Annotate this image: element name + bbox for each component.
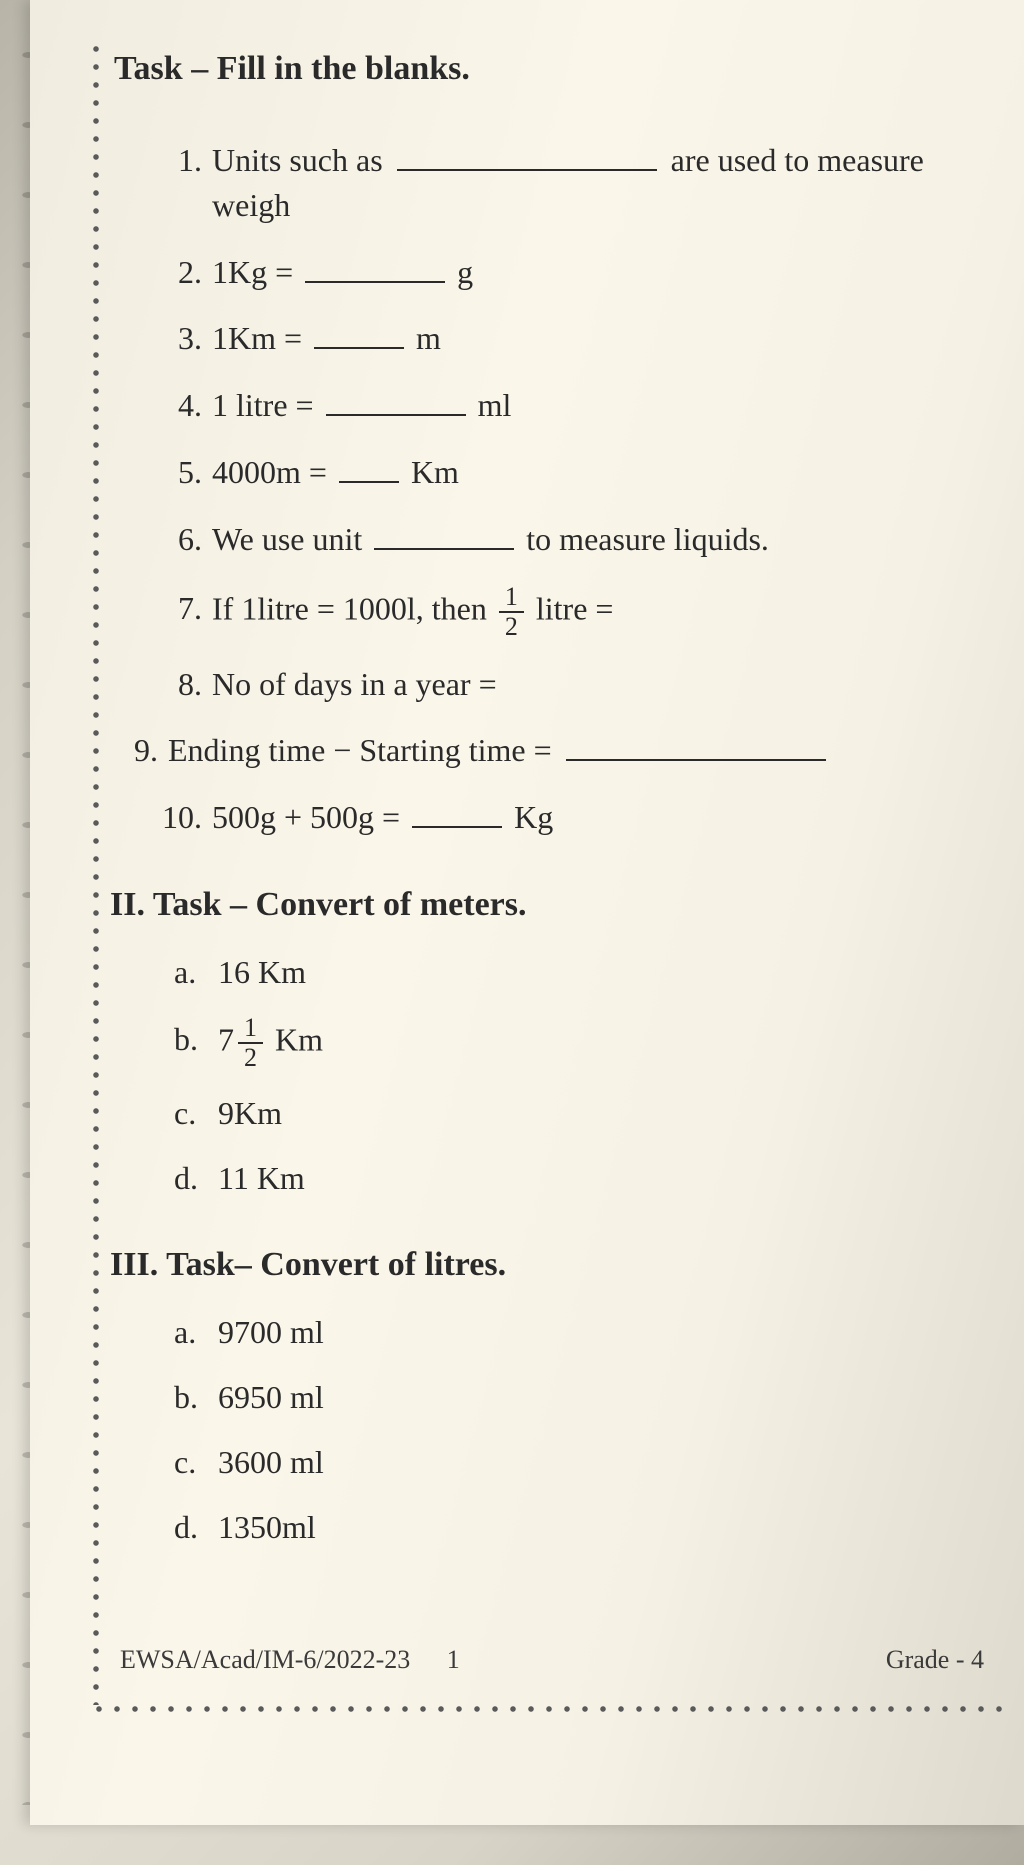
fill-blank[interactable]: [397, 139, 657, 171]
option-item: b.712 Km: [174, 1015, 1004, 1071]
option-text: 712 Km: [218, 1015, 323, 1071]
footer-left: EWSA/Acad/IM-6/2022-23 1: [120, 1645, 460, 1675]
question-item: 5.4000m = Km: [154, 450, 1004, 495]
question-item: 2.1Kg = g: [154, 250, 1004, 295]
option-text: 6950 ml: [218, 1375, 324, 1420]
question-item: 9.Ending time − Starting time =: [110, 728, 1004, 773]
task1-title: Task – Fill in the blanks.: [114, 50, 1004, 88]
option-text: 11 Km: [218, 1156, 305, 1201]
question-text: 1 litre = ml: [212, 383, 1004, 428]
task3-options: a.9700 mlb.6950 mlc.3600 mld.1350ml: [174, 1310, 1004, 1549]
fraction: 12: [499, 584, 524, 640]
question-number: 9.: [110, 728, 158, 773]
question-text: 1Km = m: [212, 316, 1004, 361]
fill-blank[interactable]: [326, 384, 466, 416]
question-text: Units such as are used to measure weigh: [212, 138, 1004, 228]
question-item: 10.500g + 500g = Kg: [154, 795, 1004, 840]
fraction: 12: [238, 1015, 263, 1071]
task2-options: a.16 Kmb.712 Kmc.9Kmd.11 Km: [174, 950, 1004, 1200]
fill-blank[interactable]: [314, 317, 404, 349]
task3-title: III. Task– Convert of litres.: [110, 1246, 1004, 1284]
question-text: 500g + 500g = Kg: [212, 795, 1004, 840]
worksheet-paper: Task – Fill in the blanks. 1.Units such …: [30, 0, 1024, 1825]
option-letter: c.: [174, 1091, 218, 1136]
option-text: 3600 ml: [218, 1440, 324, 1485]
task2-title: II. Task – Convert of meters.: [110, 886, 1004, 924]
task1-questions: 1.Units such as are used to measure weig…: [154, 138, 1004, 840]
dotted-border-left: [90, 40, 102, 1705]
option-item: a.9700 ml: [174, 1310, 1004, 1355]
fill-blank[interactable]: [412, 796, 502, 828]
question-number: 1.: [154, 138, 202, 183]
footer-page: 1: [447, 1645, 460, 1674]
option-letter: b.: [174, 1375, 218, 1420]
option-text: 9Km: [218, 1091, 282, 1136]
footer-ref: EWSA/Acad/IM-6/2022-23: [120, 1645, 410, 1674]
question-item: 7.If 1litre = 1000l, then 12 litre =: [154, 584, 1004, 640]
footer-grade: Grade - 4: [886, 1645, 984, 1675]
option-letter: a.: [174, 1310, 218, 1355]
fill-blank[interactable]: [305, 251, 445, 283]
question-text: 4000m = Km: [212, 450, 1004, 495]
question-item: 4.1 litre = ml: [154, 383, 1004, 428]
option-letter: d.: [174, 1156, 218, 1201]
question-text: If 1litre = 1000l, then 12 litre =: [212, 584, 1004, 640]
option-item: c.3600 ml: [174, 1440, 1004, 1485]
question-text: 1Kg = g: [212, 250, 1004, 295]
question-item: 3.1Km = m: [154, 316, 1004, 361]
question-number: 10.: [154, 795, 202, 840]
option-item: d.11 Km: [174, 1156, 1004, 1201]
question-number: 2.: [154, 250, 202, 295]
option-letter: a.: [174, 950, 218, 995]
option-letter: b.: [174, 1017, 218, 1062]
question-number: 8.: [154, 662, 202, 707]
question-item: 8.No of days in a year =: [154, 662, 1004, 707]
option-letter: c.: [174, 1440, 218, 1485]
fill-blank[interactable]: [374, 518, 514, 550]
option-item: b.6950 ml: [174, 1375, 1004, 1420]
question-item: 1.Units such as are used to measure weig…: [154, 138, 1004, 228]
question-number: 7.: [154, 586, 202, 631]
question-number: 4.: [154, 383, 202, 428]
option-item: d.1350ml: [174, 1505, 1004, 1550]
option-item: a.16 Km: [174, 950, 1004, 995]
fill-blank[interactable]: [566, 729, 826, 761]
option-text: 9700 ml: [218, 1310, 324, 1355]
question-text: We use unit to measure liquids.: [212, 517, 1004, 562]
option-item: c.9Km: [174, 1091, 1004, 1136]
worksheet-content: Task – Fill in the blanks. 1.Units such …: [110, 50, 1004, 1550]
option-text: 1350ml: [218, 1505, 316, 1550]
option-text: 16 Km: [218, 950, 306, 995]
question-number: 3.: [154, 316, 202, 361]
question-number: 5.: [154, 450, 202, 495]
fill-blank[interactable]: [339, 451, 399, 483]
question-number: 6.: [154, 517, 202, 562]
question-text: Ending time − Starting time =: [168, 728, 1004, 773]
dotted-border-bottom: [90, 1703, 1004, 1715]
question-item: 6.We use unit to measure liquids.: [154, 517, 1004, 562]
question-text: No of days in a year =: [212, 662, 1004, 707]
page-footer: EWSA/Acad/IM-6/2022-23 1 Grade - 4: [120, 1645, 984, 1675]
option-letter: d.: [174, 1505, 218, 1550]
